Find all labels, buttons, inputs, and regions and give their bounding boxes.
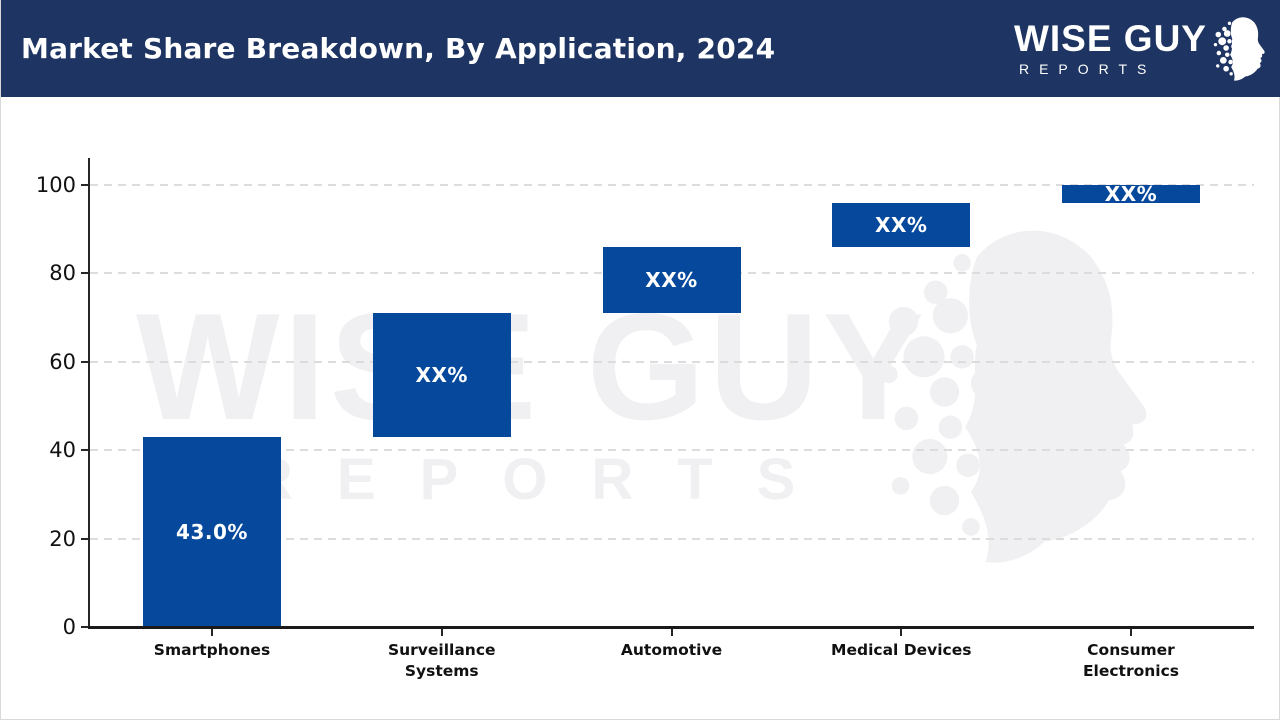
logo-wordmark: WISE GUY — [1013, 18, 1207, 59]
y-axis-spine — [88, 158, 90, 629]
bar-value-label-consumer-electronics: XX% — [1104, 181, 1158, 206]
x-axis-label-surveillance-systems: Surveillance Systems — [387, 641, 496, 680]
x-tick-medical-devices — [900, 628, 903, 636]
bar-value-label-smartphones: 43.0% — [176, 519, 248, 544]
x-tick-consumer-electronics — [1130, 628, 1132, 636]
y-tick-100 — [81, 184, 89, 186]
y-tick-0 — [81, 626, 89, 628]
y-tick-label-60: 60 — [49, 349, 76, 374]
watermark-head-icon — [853, 216, 1171, 568]
bar-medical-devices — [832, 202, 971, 247]
y-tick-label-100: 100 — [35, 173, 76, 197]
x-axis-label-automotive: Automotive — [620, 641, 723, 659]
header: Market Share Breakdown, By Application, … — [1, 0, 1280, 97]
y-tick-label-0: 0 — [62, 615, 76, 639]
y-tick-label-20: 20 — [49, 526, 76, 551]
wise-guy-logo: WISE GUY REPORTS — [1014, 9, 1267, 87]
y-tick-60 — [81, 360, 89, 363]
x-axis-label-consumer-electronics: Consumer Electronics — [1082, 641, 1180, 680]
chart-title: Market Share Breakdown, By Application, … — [21, 32, 776, 65]
bar-surveillance-systems — [372, 313, 511, 437]
x-tick-surveillance-systems — [440, 628, 443, 636]
watermark-subtext: REPORTS — [251, 447, 840, 512]
y-tick-label-80: 80 — [49, 261, 76, 286]
bar-value-label-automotive: XX% — [645, 268, 698, 293]
y-tick-20 — [81, 537, 89, 540]
bar-value-label-surveillance-systems: XX% — [415, 363, 468, 388]
bar-value-label-medical-devices: XX% — [875, 212, 928, 237]
x-axis-label-smartphones: Smartphones — [153, 641, 271, 659]
logo-head-icon — [1211, 9, 1267, 87]
gridline-40 — [90, 449, 1254, 452]
x-tick-automotive — [670, 628, 673, 636]
logo-subtext: REPORTS — [1018, 61, 1157, 77]
gridline-20 — [90, 537, 1254, 540]
y-tick-80 — [81, 272, 89, 275]
y-tick-40 — [81, 449, 89, 452]
bar-smartphones — [143, 436, 281, 627]
logo-text: WISE GUY REPORTS — [1013, 18, 1207, 78]
gridline-100 — [90, 184, 1254, 186]
x-axis-spine — [88, 626, 1254, 629]
watermark-wordmark: WISE GUY — [136, 282, 929, 452]
x-tick-smartphones — [211, 628, 213, 636]
x-axis-label-medical-devices: Medical Devices — [831, 641, 972, 659]
bar-consumer-electronics — [1062, 185, 1200, 203]
gridline-60 — [90, 360, 1254, 363]
bar-automotive — [602, 246, 741, 314]
y-tick-label-40: 40 — [49, 438, 76, 463]
